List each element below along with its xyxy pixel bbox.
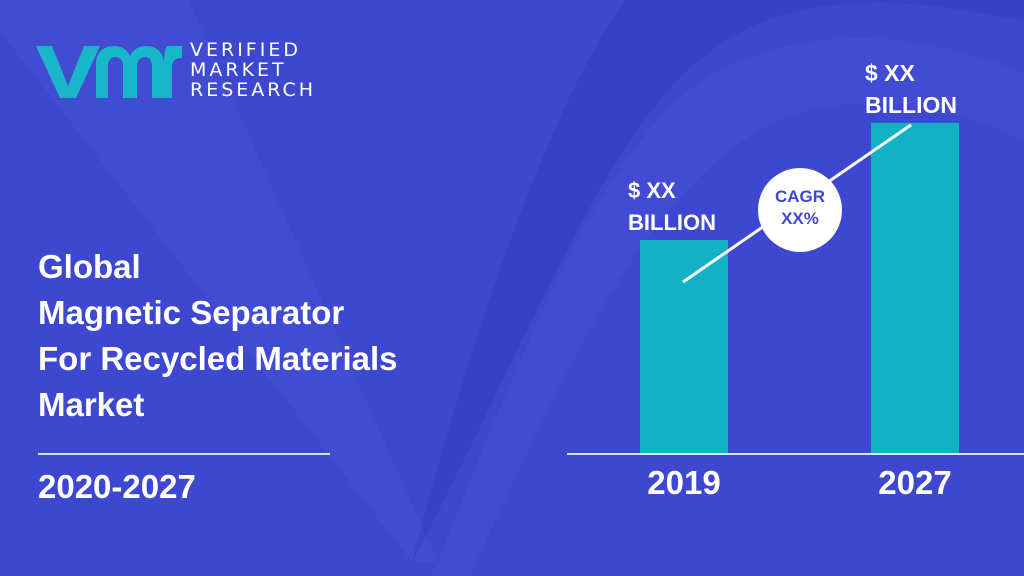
title-divider — [38, 453, 330, 455]
bar-2019 — [640, 240, 728, 453]
x-tick-label-2019: 2019 — [647, 464, 720, 501]
data-label-2019-line-2: BILLION — [628, 210, 716, 235]
data-label-2027-line-1: $ XX — [865, 60, 916, 86]
data-label-2027-line-2: BILLION — [865, 92, 957, 118]
title-line-4: Market — [38, 386, 145, 423]
data-label-2019-line-1: $ XX — [628, 178, 676, 203]
brand-line-2: MARKET — [190, 59, 287, 81]
cagr-label-line-2: XX% — [781, 209, 819, 228]
x-tick-label-2027: 2027 — [878, 464, 951, 501]
brand-line-3: RESEARCH — [190, 79, 317, 101]
cagr-badge — [758, 168, 842, 252]
cagr-label-line-1: CAGR — [775, 187, 825, 206]
title-line-2: Magnetic Separator — [38, 294, 345, 331]
report-title: Global Magnetic Separator For Recycled M… — [38, 244, 398, 428]
bar-2027 — [871, 122, 959, 453]
title-line-3: For Recycled Materials — [38, 340, 398, 377]
brand-line-1: VERIFIED — [190, 39, 301, 61]
vmr-logo-icon — [36, 46, 182, 98]
title-line-1: Global — [38, 248, 141, 285]
forecast-period: 2020-2027 — [38, 468, 196, 505]
brand-wordmark: VERIFIED MARKET RESEARCH — [190, 40, 316, 100]
